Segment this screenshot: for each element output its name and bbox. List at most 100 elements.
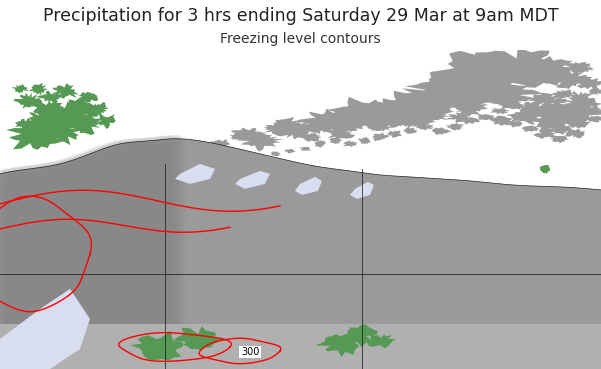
Polygon shape bbox=[29, 83, 47, 95]
Polygon shape bbox=[354, 97, 427, 122]
Polygon shape bbox=[314, 140, 327, 148]
Polygon shape bbox=[368, 122, 391, 131]
Polygon shape bbox=[0, 289, 90, 369]
Polygon shape bbox=[490, 108, 508, 114]
Polygon shape bbox=[0, 138, 179, 369]
Polygon shape bbox=[465, 83, 543, 107]
Polygon shape bbox=[358, 137, 371, 144]
Polygon shape bbox=[495, 97, 523, 110]
Polygon shape bbox=[2, 139, 182, 369]
Polygon shape bbox=[567, 118, 593, 129]
Polygon shape bbox=[549, 136, 569, 143]
Polygon shape bbox=[528, 110, 575, 131]
Polygon shape bbox=[52, 101, 86, 123]
Polygon shape bbox=[2, 135, 182, 369]
Polygon shape bbox=[533, 128, 556, 139]
Polygon shape bbox=[522, 125, 538, 132]
Polygon shape bbox=[0, 136, 176, 369]
Polygon shape bbox=[513, 56, 577, 88]
Polygon shape bbox=[545, 70, 598, 89]
Polygon shape bbox=[78, 92, 99, 103]
Polygon shape bbox=[399, 120, 418, 128]
Polygon shape bbox=[210, 165, 221, 169]
Text: 300: 300 bbox=[241, 347, 259, 357]
Polygon shape bbox=[264, 123, 288, 134]
Polygon shape bbox=[42, 121, 84, 145]
Polygon shape bbox=[528, 93, 560, 105]
Polygon shape bbox=[490, 115, 513, 125]
Polygon shape bbox=[92, 114, 115, 129]
Polygon shape bbox=[399, 89, 487, 112]
Polygon shape bbox=[235, 131, 284, 152]
Polygon shape bbox=[366, 334, 396, 348]
Polygon shape bbox=[371, 133, 389, 141]
Polygon shape bbox=[284, 149, 295, 154]
Polygon shape bbox=[0, 324, 601, 369]
Polygon shape bbox=[295, 177, 322, 195]
Polygon shape bbox=[15, 118, 35, 131]
Polygon shape bbox=[534, 65, 572, 81]
Polygon shape bbox=[403, 127, 417, 134]
Polygon shape bbox=[8, 137, 187, 369]
Polygon shape bbox=[52, 83, 79, 99]
Polygon shape bbox=[299, 146, 311, 151]
Polygon shape bbox=[328, 97, 410, 131]
Polygon shape bbox=[565, 129, 585, 138]
Polygon shape bbox=[543, 124, 573, 135]
Polygon shape bbox=[477, 114, 493, 120]
Polygon shape bbox=[459, 117, 480, 125]
Text: Freezing level contours: Freezing level contours bbox=[220, 32, 381, 46]
Polygon shape bbox=[28, 110, 52, 124]
Polygon shape bbox=[540, 165, 550, 174]
Polygon shape bbox=[569, 91, 592, 102]
Polygon shape bbox=[2, 135, 181, 369]
Polygon shape bbox=[130, 331, 184, 361]
Polygon shape bbox=[431, 128, 451, 135]
Polygon shape bbox=[5, 139, 184, 369]
Polygon shape bbox=[371, 91, 462, 123]
Polygon shape bbox=[28, 100, 64, 117]
Polygon shape bbox=[585, 116, 601, 122]
Polygon shape bbox=[0, 136, 171, 369]
Polygon shape bbox=[14, 92, 44, 108]
Polygon shape bbox=[564, 62, 594, 72]
Polygon shape bbox=[564, 97, 601, 111]
Polygon shape bbox=[6, 117, 63, 150]
Polygon shape bbox=[235, 171, 270, 189]
Polygon shape bbox=[0, 139, 175, 369]
Polygon shape bbox=[506, 110, 543, 125]
Polygon shape bbox=[0, 135, 178, 369]
Polygon shape bbox=[0, 139, 172, 369]
Polygon shape bbox=[538, 102, 601, 127]
Polygon shape bbox=[553, 90, 575, 99]
Polygon shape bbox=[300, 132, 322, 142]
Polygon shape bbox=[548, 97, 570, 104]
Polygon shape bbox=[445, 123, 465, 131]
Polygon shape bbox=[576, 78, 601, 90]
Polygon shape bbox=[514, 101, 543, 111]
Polygon shape bbox=[315, 334, 361, 357]
Polygon shape bbox=[415, 123, 434, 130]
Polygon shape bbox=[69, 114, 100, 135]
Polygon shape bbox=[400, 104, 450, 123]
Polygon shape bbox=[473, 48, 566, 82]
Polygon shape bbox=[269, 151, 281, 156]
Polygon shape bbox=[4, 141, 184, 369]
Polygon shape bbox=[503, 121, 523, 128]
Polygon shape bbox=[430, 51, 555, 96]
Polygon shape bbox=[0, 141, 176, 369]
Polygon shape bbox=[175, 164, 215, 184]
Polygon shape bbox=[456, 103, 488, 116]
Polygon shape bbox=[377, 113, 412, 128]
Polygon shape bbox=[345, 324, 378, 347]
Polygon shape bbox=[582, 105, 601, 115]
Polygon shape bbox=[325, 128, 355, 140]
Polygon shape bbox=[91, 102, 108, 114]
Polygon shape bbox=[297, 108, 373, 131]
Polygon shape bbox=[387, 130, 401, 138]
Polygon shape bbox=[225, 161, 236, 166]
Polygon shape bbox=[427, 72, 532, 97]
Polygon shape bbox=[339, 125, 359, 133]
Polygon shape bbox=[329, 138, 343, 144]
Polygon shape bbox=[0, 139, 601, 369]
